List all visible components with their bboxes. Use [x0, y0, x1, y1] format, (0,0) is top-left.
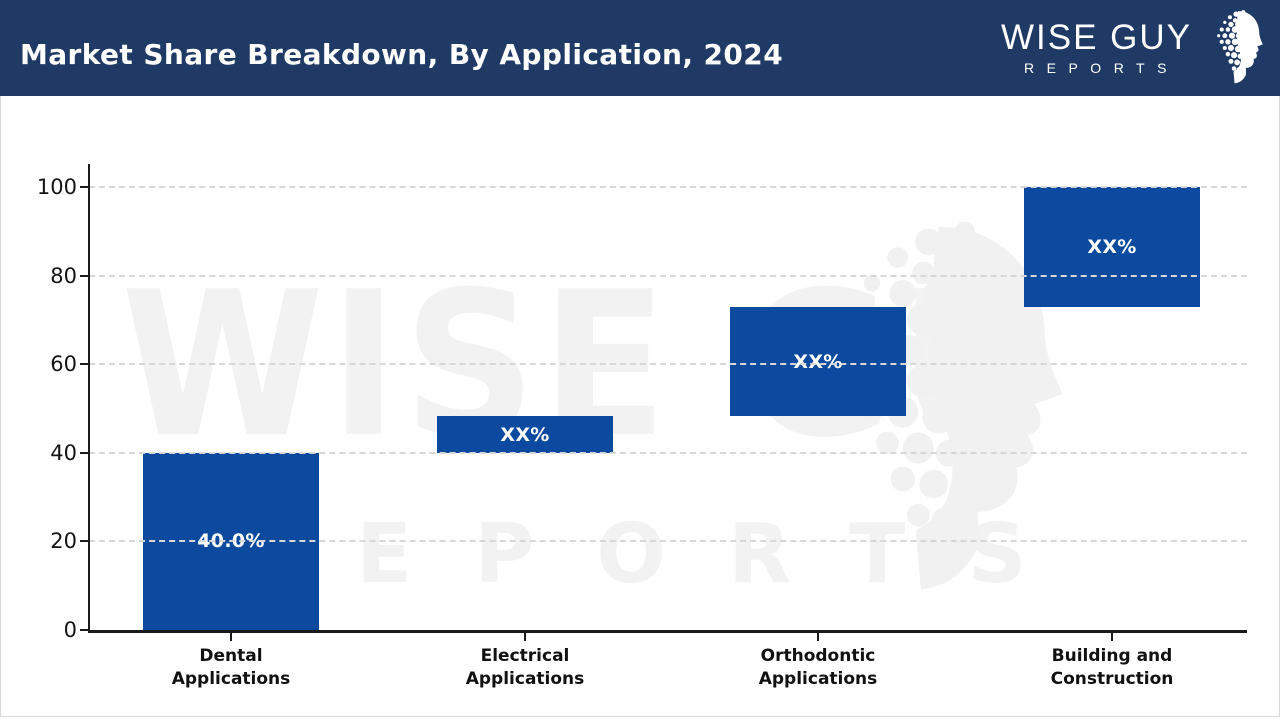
x-tick-mark — [524, 632, 526, 641]
y-tick-mark — [80, 451, 89, 454]
y-tick-mark — [80, 363, 89, 366]
gridline-40 — [89, 451, 1247, 454]
gridline-60 — [89, 363, 1247, 366]
y-tick-label: 60 — [50, 352, 77, 377]
gridline-100 — [89, 186, 1247, 188]
watermark-text-line2: REPORTS — [231, 507, 1089, 602]
bar-building-and-construction: XX% — [1024, 187, 1200, 308]
x-category-label: Electrical Applications — [465, 646, 585, 689]
bar-orthodontic-applications: XX% — [730, 307, 906, 417]
logo-wordmark-line1: WISE GUY — [1000, 18, 1192, 57]
brand-logo: WISE GUY REPORTS — [1001, 4, 1270, 92]
bar-value-label: XX% — [793, 350, 843, 373]
x-tick-mark — [1111, 632, 1113, 641]
y-tick-mark — [80, 274, 89, 277]
y-tick-label: 40 — [50, 440, 77, 465]
x-category-label: Orthodontic Applications — [758, 646, 878, 689]
y-tick-label: 80 — [50, 263, 77, 288]
y-tick-label: 100 — [36, 175, 77, 199]
gridline-80 — [89, 274, 1247, 277]
y-tick-label: 20 — [50, 529, 77, 554]
chart-region: WISE GU REPORTS 40.0% XX% XX% XX% 0 20 40 60 80 1… — [0, 96, 1280, 717]
y-axis-line — [88, 164, 90, 632]
y-tick-mark — [80, 186, 89, 188]
bar-electrical-applications: XX% — [437, 416, 613, 453]
x-category-label: Building and Construction — [1050, 646, 1174, 689]
y-tick-mark — [80, 629, 89, 631]
x-tick-mark — [817, 632, 819, 641]
chart-plot: 40.0% XX% XX% XX% 0 20 40 60 80 100 Dental Applicat… — [1, 96, 1279, 716]
page-title: Market Share Breakdown, By Application, … — [20, 38, 784, 71]
x-category-label: Dental Applications — [171, 646, 291, 689]
x-axis-line — [88, 630, 1247, 633]
logo-wordmark-line2: REPORTS — [1024, 60, 1179, 76]
bar-value-label: XX% — [1087, 236, 1137, 259]
header-bar: Market Share Breakdown, By Application, … — [0, 0, 1280, 96]
y-tick-label: 0 — [63, 618, 77, 642]
gridline-20 — [89, 540, 1247, 543]
y-tick-mark — [80, 540, 89, 543]
x-tick-mark — [230, 632, 232, 641]
logo-head-icon — [1194, 7, 1270, 89]
bar-value-label: XX% — [500, 423, 550, 446]
logo-wordmark: WISE GUY REPORTS — [1001, 20, 1192, 76]
